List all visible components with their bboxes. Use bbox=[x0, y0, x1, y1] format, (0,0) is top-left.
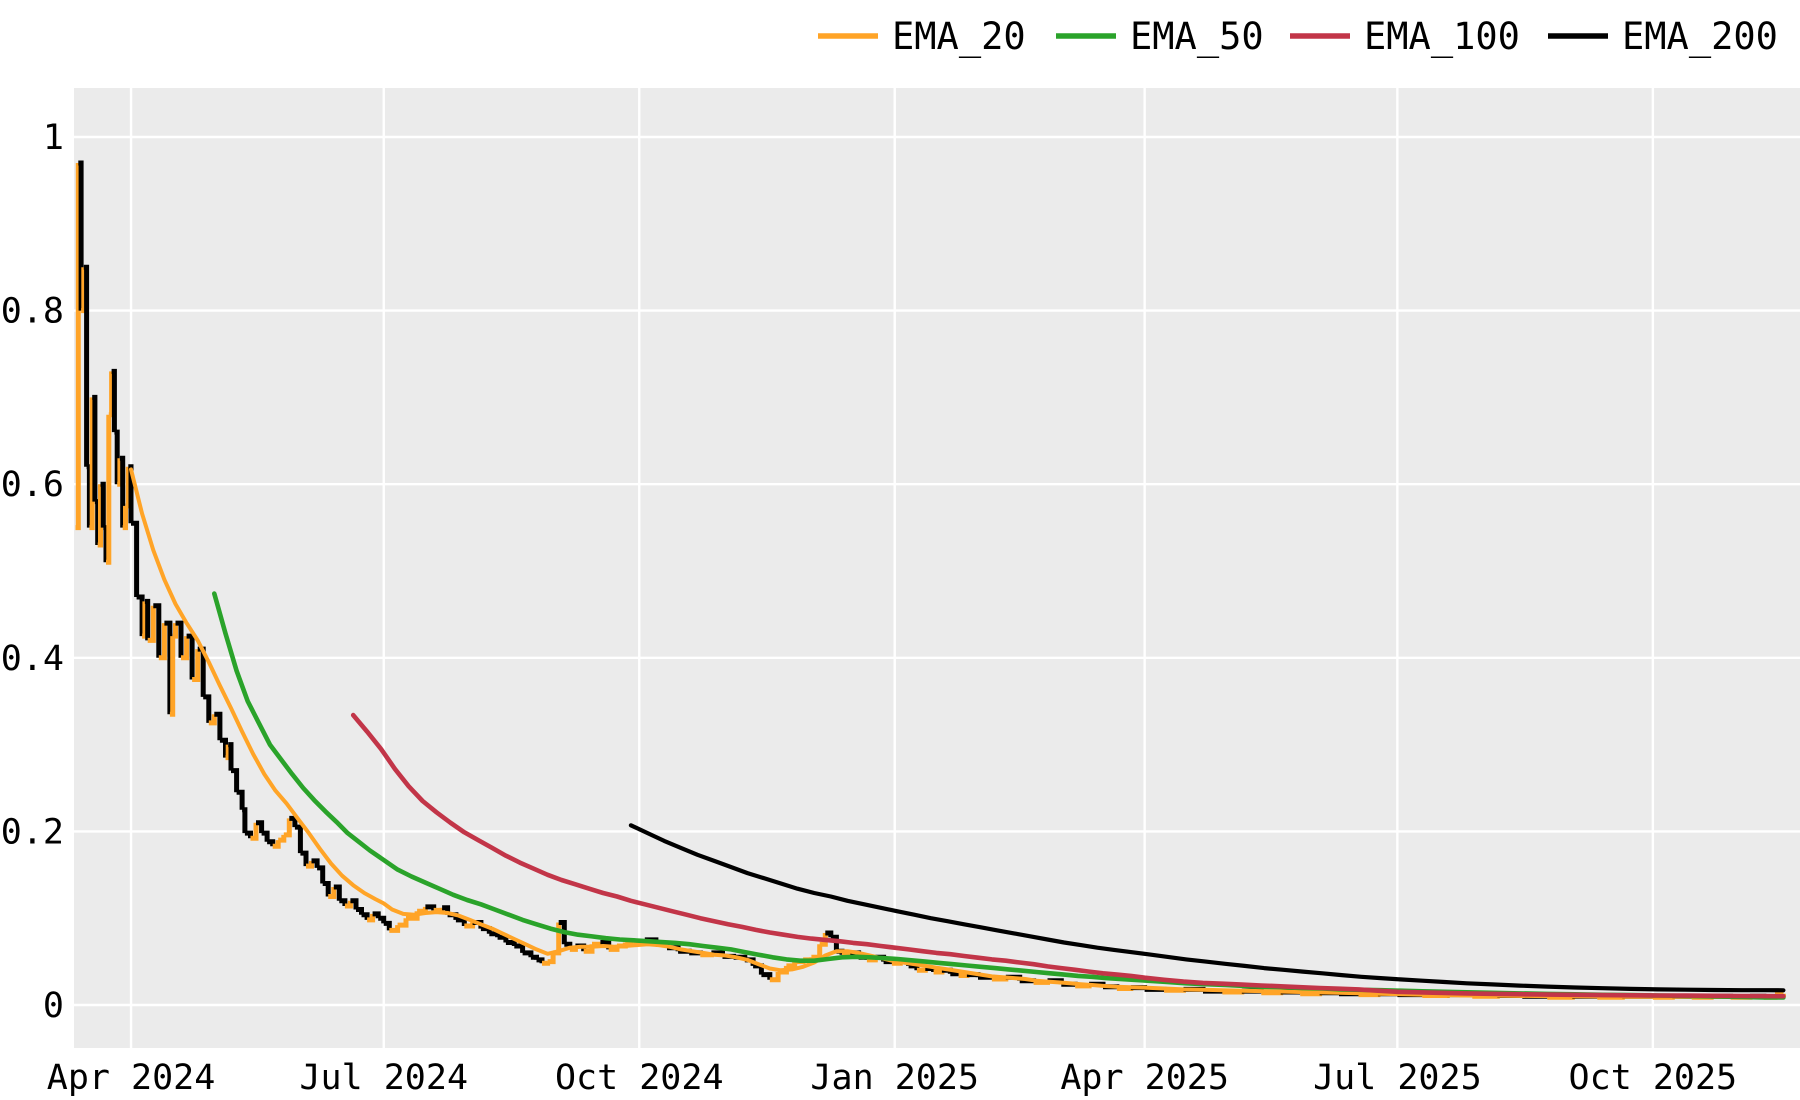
y-tick-label: 0.4 bbox=[1, 639, 64, 679]
candle-down-segment bbox=[350, 898, 359, 910]
candle-down-segment bbox=[94, 499, 101, 545]
x-tick-label: Oct 2025 bbox=[1569, 1058, 1738, 1098]
candle-up-segment bbox=[933, 969, 945, 975]
candle-down-segment bbox=[317, 865, 326, 884]
y-tick-label: 1 bbox=[43, 118, 64, 158]
legend-entry: EMA_200 bbox=[1548, 15, 1778, 59]
candle-up-segment bbox=[97, 484, 103, 548]
candle-down-segment bbox=[236, 789, 245, 810]
candle-up-segment bbox=[283, 818, 292, 838]
candle-down-segment bbox=[333, 884, 342, 901]
candle-up-segment bbox=[542, 960, 551, 966]
candle-down-segment bbox=[153, 603, 162, 658]
candle-up-segment bbox=[819, 933, 828, 947]
x-tick-label: Jan 2025 bbox=[810, 1058, 979, 1098]
x-tick-label: Jul 2024 bbox=[299, 1058, 468, 1098]
candle-down-segment bbox=[175, 620, 184, 658]
y-tick-label: 0 bbox=[43, 986, 64, 1026]
x-tick-label: Oct 2024 bbox=[555, 1058, 724, 1098]
candle-up-segment bbox=[181, 636, 190, 661]
candle-down-segment bbox=[114, 429, 120, 485]
candle-down-segment bbox=[78, 160, 84, 311]
candle-down-segment bbox=[228, 742, 234, 771]
legend-entry: EMA_50 bbox=[1056, 15, 1264, 59]
candle-up-segment bbox=[916, 967, 928, 973]
candle-up-segment bbox=[769, 972, 781, 983]
candle-up-segment bbox=[75, 163, 81, 531]
ema-200-line bbox=[628, 823, 1786, 993]
candle-down-segment bbox=[950, 971, 962, 977]
candle-up-segment bbox=[89, 397, 95, 531]
candle-up-segment bbox=[108, 371, 115, 418]
candle-down-segment bbox=[100, 481, 106, 528]
candle-down-segment bbox=[111, 368, 117, 433]
candle-up-segment bbox=[433, 907, 445, 913]
legend-label: EMA_20 bbox=[892, 15, 1026, 59]
y-axis-labels: 0 0.2 0.4 0.6 0.8 1 bbox=[1, 118, 64, 1026]
y-tick-label: 0.6 bbox=[1, 465, 64, 505]
candle-down-segment bbox=[128, 464, 134, 524]
y-tick-label: 0.8 bbox=[1, 292, 64, 332]
candle-down-segment bbox=[219, 737, 228, 758]
candle-down-segment bbox=[131, 520, 140, 597]
candle-up-segment bbox=[142, 601, 148, 639]
candle-up-segment bbox=[592, 941, 603, 947]
candle-down-segment bbox=[242, 807, 248, 834]
candle-up-segment bbox=[208, 714, 217, 726]
legend: EMA_20 EMA_50 EMA_100 EMA_200 bbox=[818, 15, 1778, 59]
ema-100-line bbox=[350, 712, 1786, 999]
gridlines bbox=[74, 88, 1800, 1048]
candle-down-segment bbox=[256, 820, 265, 834]
candle-down-segment bbox=[144, 598, 151, 641]
candle-up-segment bbox=[117, 458, 123, 487]
candle-down-segment bbox=[294, 824, 303, 854]
candle-down-segment bbox=[261, 830, 270, 842]
candle-down-segment bbox=[186, 633, 195, 680]
candle-down-segment bbox=[83, 264, 90, 467]
candle-up-segment bbox=[158, 623, 167, 661]
candle-down-segment bbox=[300, 850, 309, 867]
candle-up-segment bbox=[192, 649, 201, 682]
candle-down-segment bbox=[164, 620, 173, 715]
ema-20-line bbox=[129, 467, 1786, 999]
candle-down-segment bbox=[289, 815, 298, 828]
candle-down-segment bbox=[214, 711, 223, 741]
candle-up-segment bbox=[250, 822, 259, 841]
candle-down-segment bbox=[86, 464, 92, 528]
candle-down-segment bbox=[322, 881, 331, 897]
candle-down-segment bbox=[530, 954, 539, 960]
candle-down-segment bbox=[231, 768, 240, 793]
legend-label: EMA_100 bbox=[1364, 15, 1520, 59]
legend-label: EMA_50 bbox=[1130, 15, 1264, 59]
candle-down-segment bbox=[92, 394, 98, 502]
x-axis-labels: Apr 2024 Jul 2024 Oct 2024 Jan 2025 Apr 2025… bbox=[47, 1058, 1737, 1098]
candle-down-segment bbox=[119, 455, 126, 528]
candle-up-segment bbox=[169, 636, 176, 717]
plot-area bbox=[74, 88, 1800, 1048]
candle-up-segment bbox=[225, 744, 231, 761]
candle-up-segment bbox=[125, 466, 131, 509]
legend-entry: EMA_100 bbox=[1290, 15, 1520, 59]
candle-down-segment bbox=[103, 525, 109, 563]
candle-up-segment bbox=[328, 887, 337, 899]
candle-up-segment bbox=[122, 505, 128, 531]
candle-up-segment bbox=[547, 952, 556, 965]
legend-entry: EMA_20 bbox=[818, 15, 1026, 59]
candle-up-segment bbox=[172, 623, 178, 639]
candle-up-segment bbox=[147, 605, 156, 643]
candle-up-segment bbox=[106, 414, 112, 565]
x-tick-label: Apr 2025 bbox=[1060, 1058, 1229, 1098]
candle-down-segment bbox=[136, 594, 145, 637]
x-tick-label: Apr 2024 bbox=[47, 1058, 216, 1098]
candle-down-segment bbox=[558, 920, 567, 945]
candle-down-segment bbox=[203, 694, 212, 723]
candle-up-segment bbox=[81, 267, 87, 314]
candle-up-segment bbox=[958, 973, 970, 978]
y-tick-label: 0.2 bbox=[1, 812, 64, 852]
candle-down-segment bbox=[830, 934, 839, 952]
x-tick-label: Jul 2025 bbox=[1313, 1058, 1482, 1098]
legend-label: EMA_200 bbox=[1622, 15, 1778, 59]
